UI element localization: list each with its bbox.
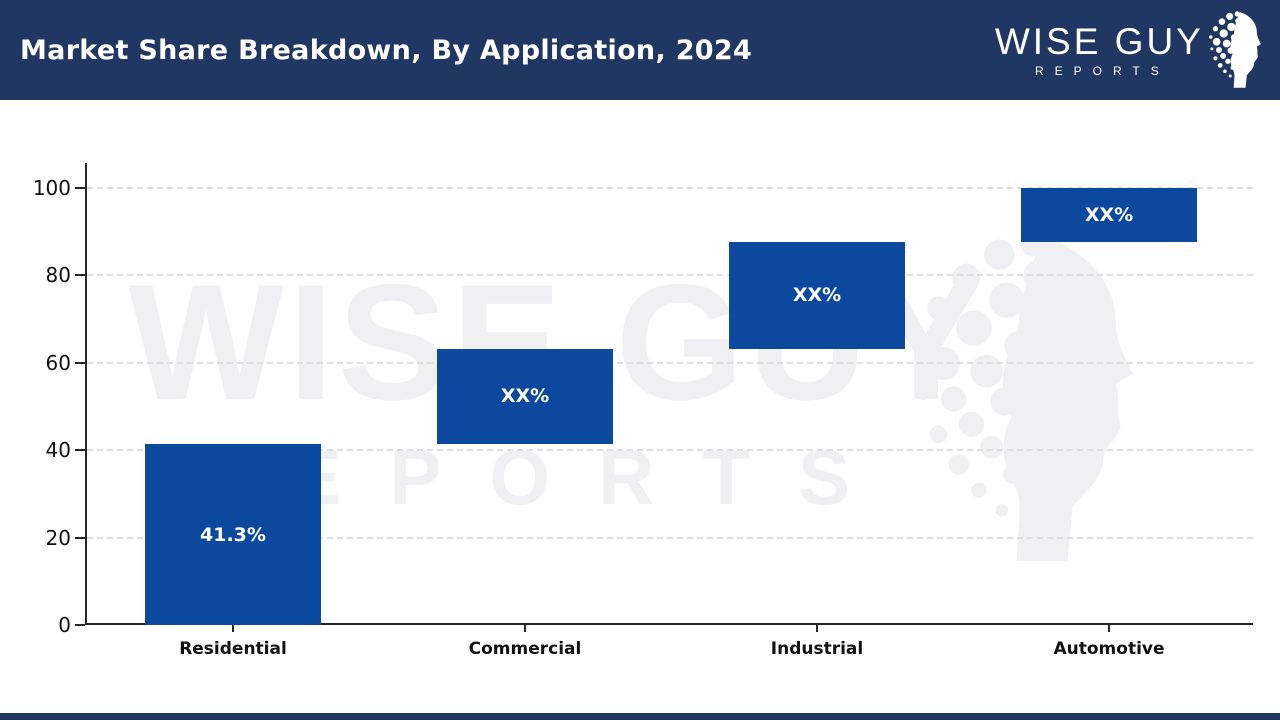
x-axis-tick [816, 625, 818, 632]
y-axis-tick [75, 536, 85, 539]
footer-bar [0, 713, 1280, 720]
y-axis-tick-label: 80 [45, 263, 71, 287]
gridline [87, 274, 1253, 276]
wiseguy-face-icon [1208, 11, 1261, 88]
y-axis-tick-label: 0 [58, 613, 71, 637]
chart-area: WISE GUY REPORTS 0 20 40 60 80 100 41.3% Reside… [0, 100, 1280, 713]
logo-text: WISE GUY REPORTS [995, 23, 1204, 78]
y-axis-tick [75, 624, 85, 626]
bar-automotive: XX% [1021, 187, 1197, 243]
x-axis-tick [232, 625, 234, 632]
bar-value-label: 41.3% [200, 523, 266, 546]
y-axis-tick [75, 361, 85, 364]
y-axis-tick-label: 100 [32, 175, 71, 200]
x-axis-tick [524, 625, 526, 632]
wise-guy-reports-logo: WISE GUY REPORTS [995, 11, 1262, 89]
gridline [87, 449, 1253, 451]
x-axis-tick-label: Automotive [1053, 639, 1165, 659]
bar-value-label: XX% [1084, 203, 1134, 226]
logo-wordmark: WISE GUY [994, 20, 1204, 62]
x-axis-tick-label: Commercial [468, 639, 582, 659]
gridline [87, 186, 1253, 189]
bar-value-label: XX% [792, 284, 842, 307]
x-axis-tick [1108, 625, 1110, 632]
y-axis-tick [75, 449, 85, 451]
page-title: Market Share Breakdown, By Application, … [20, 34, 753, 66]
bar-commercial: XX% [437, 348, 613, 445]
y-axis-tick-label: 60 [45, 350, 71, 375]
y-axis-tick-label: 40 [45, 438, 71, 462]
y-axis-tick [75, 274, 85, 276]
logo-subtitle: REPORTS [1034, 63, 1170, 78]
y-axis-tick [75, 186, 85, 189]
x-axis-tick-label: Residential [179, 639, 287, 659]
bar-residential: 41.3% [145, 444, 321, 625]
waterfall-plot: 0 20 40 60 80 100 41.3% Residential XX% Commercia… [33, 163, 1253, 659]
y-axis-tick-label: 20 [45, 525, 71, 550]
header: Market Share Breakdown, By Application, … [0, 0, 1280, 100]
gridline [87, 361, 1253, 364]
bar-value-label: XX% [500, 385, 550, 408]
x-axis-tick-label: Industrial [770, 639, 864, 659]
gridline [87, 536, 1253, 539]
bar-industrial: XX% [729, 242, 905, 349]
